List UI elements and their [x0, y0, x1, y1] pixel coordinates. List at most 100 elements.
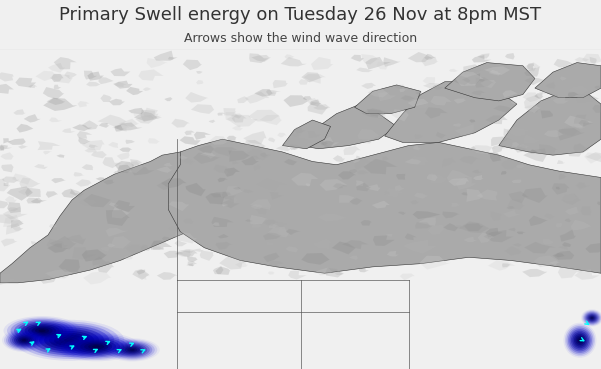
Polygon shape	[209, 136, 229, 145]
Polygon shape	[98, 115, 127, 128]
Polygon shape	[79, 199, 97, 206]
Polygon shape	[593, 104, 601, 113]
Polygon shape	[194, 132, 211, 140]
Polygon shape	[2, 207, 28, 220]
Polygon shape	[576, 125, 585, 129]
Polygon shape	[488, 260, 516, 271]
Polygon shape	[286, 229, 300, 235]
Polygon shape	[218, 178, 228, 182]
Polygon shape	[77, 131, 92, 139]
Ellipse shape	[22, 339, 26, 341]
Polygon shape	[72, 124, 92, 131]
Ellipse shape	[14, 335, 34, 346]
Polygon shape	[303, 96, 313, 100]
Polygon shape	[432, 85, 443, 90]
Polygon shape	[11, 220, 24, 228]
Polygon shape	[456, 177, 477, 190]
Polygon shape	[358, 129, 380, 140]
Polygon shape	[539, 144, 557, 154]
Polygon shape	[529, 149, 537, 154]
Ellipse shape	[564, 323, 597, 358]
Polygon shape	[175, 249, 191, 257]
Polygon shape	[407, 52, 433, 62]
Polygon shape	[308, 131, 320, 138]
Polygon shape	[419, 256, 450, 269]
Polygon shape	[141, 245, 151, 251]
Polygon shape	[39, 275, 55, 284]
Polygon shape	[365, 184, 380, 191]
Polygon shape	[501, 171, 507, 175]
Polygon shape	[59, 259, 80, 272]
Polygon shape	[257, 179, 287, 191]
Polygon shape	[48, 63, 65, 73]
Ellipse shape	[125, 346, 139, 353]
Polygon shape	[124, 255, 133, 260]
Polygon shape	[250, 215, 269, 224]
Polygon shape	[291, 134, 300, 137]
Polygon shape	[245, 149, 271, 160]
Polygon shape	[351, 55, 364, 62]
Polygon shape	[517, 232, 525, 234]
Polygon shape	[92, 256, 109, 266]
Polygon shape	[507, 206, 515, 209]
Polygon shape	[0, 145, 5, 151]
Polygon shape	[300, 104, 397, 149]
Polygon shape	[18, 145, 28, 149]
Polygon shape	[0, 145, 12, 150]
Polygon shape	[411, 200, 419, 204]
Polygon shape	[269, 261, 284, 266]
Polygon shape	[106, 210, 130, 226]
Polygon shape	[240, 144, 254, 151]
Polygon shape	[503, 210, 521, 218]
Polygon shape	[46, 239, 67, 252]
Polygon shape	[338, 171, 356, 179]
Polygon shape	[112, 123, 129, 132]
Polygon shape	[96, 177, 106, 181]
Polygon shape	[73, 172, 85, 176]
Polygon shape	[403, 240, 437, 254]
Polygon shape	[144, 108, 159, 119]
Polygon shape	[67, 235, 86, 245]
Text: Primary Swell energy on Tuesday 26 Nov at 8pm MST: Primary Swell energy on Tuesday 26 Nov a…	[59, 6, 542, 24]
Polygon shape	[253, 165, 261, 170]
Polygon shape	[260, 115, 282, 125]
Polygon shape	[224, 168, 240, 177]
Polygon shape	[263, 232, 281, 240]
Polygon shape	[243, 131, 266, 144]
Polygon shape	[543, 239, 554, 244]
Polygon shape	[61, 189, 79, 198]
Polygon shape	[284, 137, 312, 150]
Polygon shape	[573, 144, 590, 152]
Polygon shape	[561, 194, 581, 205]
Ellipse shape	[24, 324, 114, 357]
Polygon shape	[415, 91, 422, 95]
Polygon shape	[552, 251, 575, 260]
Polygon shape	[528, 108, 541, 113]
Ellipse shape	[25, 324, 59, 337]
Polygon shape	[162, 237, 171, 241]
Ellipse shape	[64, 336, 128, 357]
Polygon shape	[111, 68, 130, 76]
Polygon shape	[448, 178, 469, 186]
Polygon shape	[508, 228, 516, 231]
Polygon shape	[405, 233, 416, 240]
Polygon shape	[7, 202, 21, 213]
Polygon shape	[554, 59, 575, 68]
Polygon shape	[221, 192, 236, 199]
Polygon shape	[263, 220, 278, 226]
Polygon shape	[114, 170, 121, 175]
Polygon shape	[460, 156, 480, 164]
Ellipse shape	[584, 311, 600, 324]
Polygon shape	[386, 234, 393, 237]
Polygon shape	[311, 57, 333, 70]
Polygon shape	[545, 82, 555, 89]
Polygon shape	[197, 145, 215, 154]
Polygon shape	[72, 247, 96, 259]
Ellipse shape	[8, 332, 40, 349]
Ellipse shape	[44, 331, 94, 349]
Polygon shape	[2, 176, 19, 183]
Polygon shape	[232, 161, 239, 165]
Polygon shape	[312, 238, 334, 249]
Polygon shape	[219, 256, 245, 269]
Polygon shape	[245, 92, 269, 104]
